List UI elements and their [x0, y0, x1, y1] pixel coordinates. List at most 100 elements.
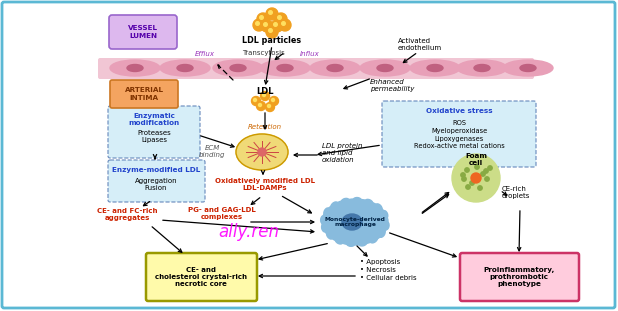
Ellipse shape [347, 241, 355, 246]
Circle shape [261, 20, 273, 32]
Ellipse shape [324, 208, 329, 216]
Circle shape [253, 19, 265, 31]
Ellipse shape [310, 60, 360, 76]
Text: Transcytosis: Transcytosis [242, 50, 284, 56]
Circle shape [269, 11, 273, 14]
Text: ROS
Myeloperoxidase
Lipoxygenases
Redox-active metal cations: ROS Myeloperoxidase Lipoxygenases Redox-… [413, 120, 504, 149]
Ellipse shape [376, 204, 382, 211]
Circle shape [461, 173, 465, 177]
Ellipse shape [260, 60, 310, 76]
Ellipse shape [327, 64, 343, 72]
Ellipse shape [377, 64, 393, 72]
Circle shape [488, 166, 492, 170]
Circle shape [478, 186, 482, 190]
Circle shape [462, 177, 466, 181]
Circle shape [452, 154, 500, 202]
FancyBboxPatch shape [460, 253, 579, 301]
Circle shape [260, 16, 263, 19]
Ellipse shape [474, 64, 490, 72]
Circle shape [275, 13, 287, 25]
Circle shape [465, 168, 469, 172]
Ellipse shape [213, 60, 263, 76]
Ellipse shape [359, 241, 366, 246]
Circle shape [470, 181, 474, 185]
Circle shape [271, 20, 283, 32]
Text: Enhanced
permeability: Enhanced permeability [370, 79, 415, 92]
Text: LDL protein
and lipid
oxidation: LDL protein and lipid oxidation [322, 143, 363, 163]
FancyBboxPatch shape [108, 106, 200, 158]
Ellipse shape [336, 238, 343, 244]
Circle shape [471, 173, 481, 183]
Ellipse shape [321, 216, 326, 224]
Text: Efflux: Efflux [195, 51, 215, 57]
Text: Monocyte-derived
macrophage: Monocyte-derived macrophage [324, 216, 386, 227]
Text: Oxidatively modified LDL
LDL-DAMPs: Oxidatively modified LDL LDL-DAMPs [215, 178, 315, 191]
Ellipse shape [410, 60, 460, 76]
FancyBboxPatch shape [382, 101, 536, 167]
Circle shape [257, 13, 269, 25]
Text: LDL particles: LDL particles [242, 36, 302, 45]
Text: Activated
endothelium: Activated endothelium [398, 38, 442, 52]
Text: VESSEL
LUMEN: VESSEL LUMEN [128, 26, 158, 39]
Text: LDL: LDL [256, 86, 274, 95]
Text: Influx: Influx [300, 51, 320, 57]
Circle shape [271, 99, 274, 101]
Circle shape [282, 22, 286, 25]
Ellipse shape [331, 202, 338, 208]
Ellipse shape [127, 64, 143, 72]
Ellipse shape [457, 60, 507, 76]
Text: Enzyme-modified LDL: Enzyme-modified LDL [112, 167, 200, 173]
Ellipse shape [384, 222, 389, 230]
Circle shape [266, 8, 278, 20]
Circle shape [484, 169, 488, 173]
Ellipse shape [365, 199, 373, 205]
Ellipse shape [379, 230, 385, 237]
Circle shape [252, 96, 261, 105]
Ellipse shape [177, 64, 193, 72]
Circle shape [274, 23, 277, 26]
Ellipse shape [342, 214, 362, 230]
Ellipse shape [236, 134, 288, 170]
Text: Oxidative stress: Oxidative stress [426, 108, 493, 114]
Ellipse shape [370, 237, 378, 243]
Circle shape [475, 165, 479, 169]
Ellipse shape [427, 64, 443, 72]
Ellipse shape [353, 197, 362, 202]
Circle shape [481, 172, 485, 176]
Text: Retention: Retention [248, 124, 282, 130]
Ellipse shape [503, 60, 553, 76]
Text: CE- and FC-rich
aggregates: CE- and FC-rich aggregates [97, 208, 157, 221]
Ellipse shape [383, 211, 387, 218]
Circle shape [253, 99, 256, 101]
Ellipse shape [322, 199, 388, 245]
Circle shape [466, 185, 470, 189]
Circle shape [485, 177, 489, 181]
Circle shape [474, 178, 478, 182]
FancyBboxPatch shape [110, 80, 178, 108]
Ellipse shape [360, 60, 410, 76]
Text: ARTERIAL
INTIMA: ARTERIAL INTIMA [124, 87, 164, 100]
Ellipse shape [321, 224, 327, 232]
Circle shape [266, 103, 274, 112]
Ellipse shape [327, 232, 333, 239]
Text: Aggregation
Fusion: Aggregation Fusion [135, 178, 177, 191]
Circle shape [263, 94, 266, 96]
Circle shape [279, 19, 291, 31]
Text: CE- and
cholesterol crystal-rich
necrotic core: CE- and cholesterol crystal-rich necroti… [155, 267, 247, 287]
Text: Foam
cell: Foam cell [465, 153, 487, 166]
Ellipse shape [230, 64, 246, 72]
Circle shape [266, 26, 278, 38]
Circle shape [261, 91, 269, 100]
Ellipse shape [520, 64, 536, 72]
FancyBboxPatch shape [108, 160, 205, 202]
Circle shape [256, 22, 260, 25]
Circle shape [258, 104, 261, 106]
Text: ECM
binding: ECM binding [199, 146, 225, 159]
Text: PG- and GAG-LDL
complexes: PG- and GAG-LDL complexes [188, 207, 256, 220]
Ellipse shape [341, 198, 349, 204]
Text: ally.ren: ally.ren [218, 223, 279, 241]
Text: • Apoptosis
• Necrosis
• Cellular debris: • Apoptosis • Necrosis • Cellular debris [360, 259, 417, 281]
FancyBboxPatch shape [98, 58, 534, 79]
Circle shape [269, 29, 273, 32]
Ellipse shape [277, 64, 293, 72]
